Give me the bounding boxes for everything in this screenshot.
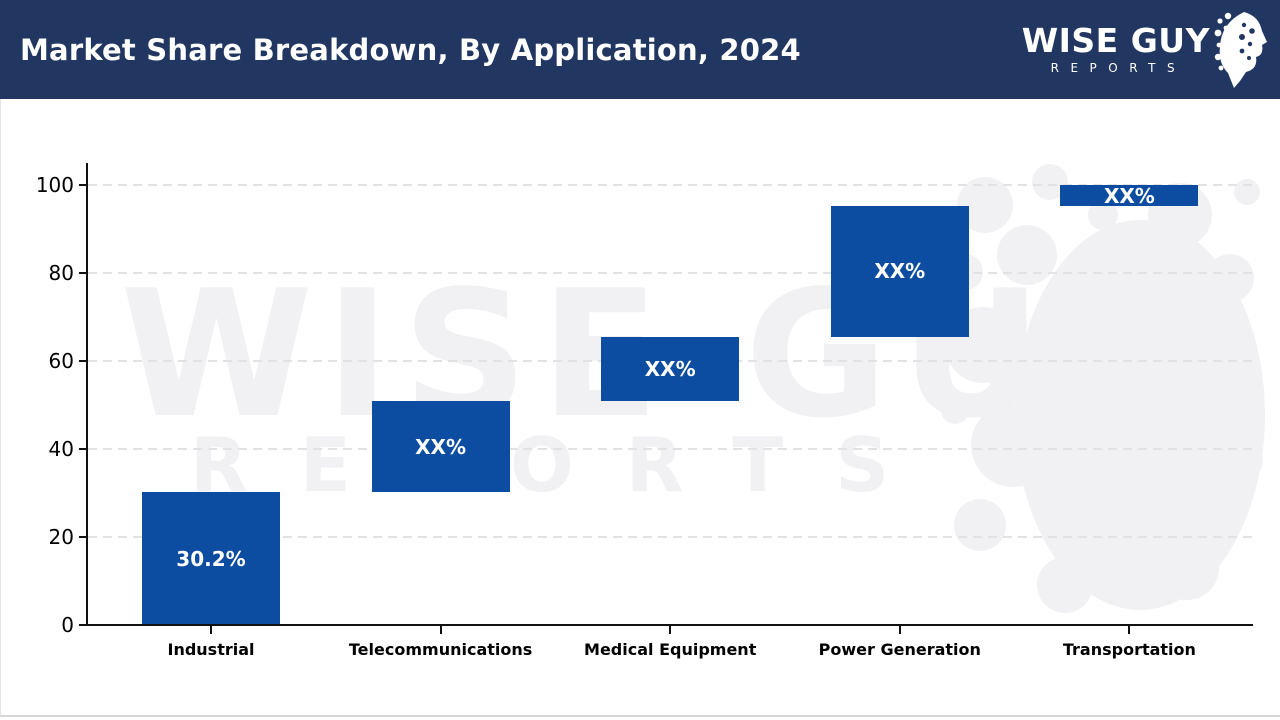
bar-value-label: XX%	[415, 434, 467, 459]
bar-segment-medical-equipment: XX%	[601, 336, 740, 402]
bar-value-label: XX%	[874, 259, 926, 284]
x-tick-0	[210, 626, 212, 634]
y-tick-label-60: 60	[48, 349, 74, 373]
x-axis-line	[86, 624, 1253, 626]
bar-segment-power-generation: XX%	[830, 206, 969, 337]
bar-value-label: XX%	[644, 357, 696, 382]
wiseguy-head-icon	[1214, 11, 1267, 88]
y-tick-80	[79, 272, 87, 274]
y-tick-label-100: 100	[35, 173, 74, 197]
y-tick-60	[79, 360, 87, 362]
y-tick-label-40: 40	[48, 437, 74, 461]
y-tick-0	[79, 624, 87, 626]
x-tick-label-1: Telecommunications	[348, 640, 533, 659]
y-tick-label-20: 20	[48, 525, 74, 549]
bar-segment-transportation: XX%	[1060, 183, 1199, 208]
x-tick-2	[669, 626, 672, 634]
x-tick-4	[1128, 626, 1131, 634]
y-tick-20	[79, 536, 87, 538]
logo-subtitle: REPORTS	[1050, 61, 1187, 76]
watermark-head-icon	[941, 164, 1265, 613]
y-tick-label-0: 0	[61, 613, 74, 637]
y-tick-40	[79, 448, 87, 450]
header-band: Market Share Breakdown, By Application, …	[0, 0, 1280, 99]
gridline-40	[88, 448, 1253, 450]
left-border	[0, 99, 1, 716]
x-tick-label-3: Power Generation	[818, 640, 981, 659]
bar-value-label: 30.2%	[176, 546, 246, 571]
bar-value-label: XX%	[1103, 183, 1155, 208]
x-tick-label-2: Medical Equipment	[584, 640, 757, 659]
page-title: Market Share Breakdown, By Application, …	[20, 32, 801, 67]
gridline-20	[88, 536, 1253, 538]
x-tick-label-0: Industrial	[167, 640, 255, 659]
gridline-100	[88, 184, 1253, 186]
y-tick-label-80: 80	[48, 261, 74, 285]
wiseguy-logo: WISE GUY REPORTS	[1022, 11, 1268, 89]
logo-text: WISE GUY REPORTS	[1021, 20, 1210, 76]
logo-wordmark: WISE GUY	[1021, 20, 1210, 60]
gridline-80	[88, 272, 1253, 274]
x-tick-3	[898, 626, 901, 634]
x-tick-1	[439, 626, 442, 634]
watermark-subtitle: REPORTS	[190, 421, 942, 509]
bar-segment-industrial: 30.2%	[142, 492, 280, 625]
x-tick-label-4: Transportation	[1062, 640, 1196, 659]
y-axis-line	[86, 163, 88, 626]
y-tick-100	[79, 184, 87, 186]
bar-segment-telecommunications: XX%	[371, 401, 510, 493]
bottom-border	[0, 715, 1280, 717]
